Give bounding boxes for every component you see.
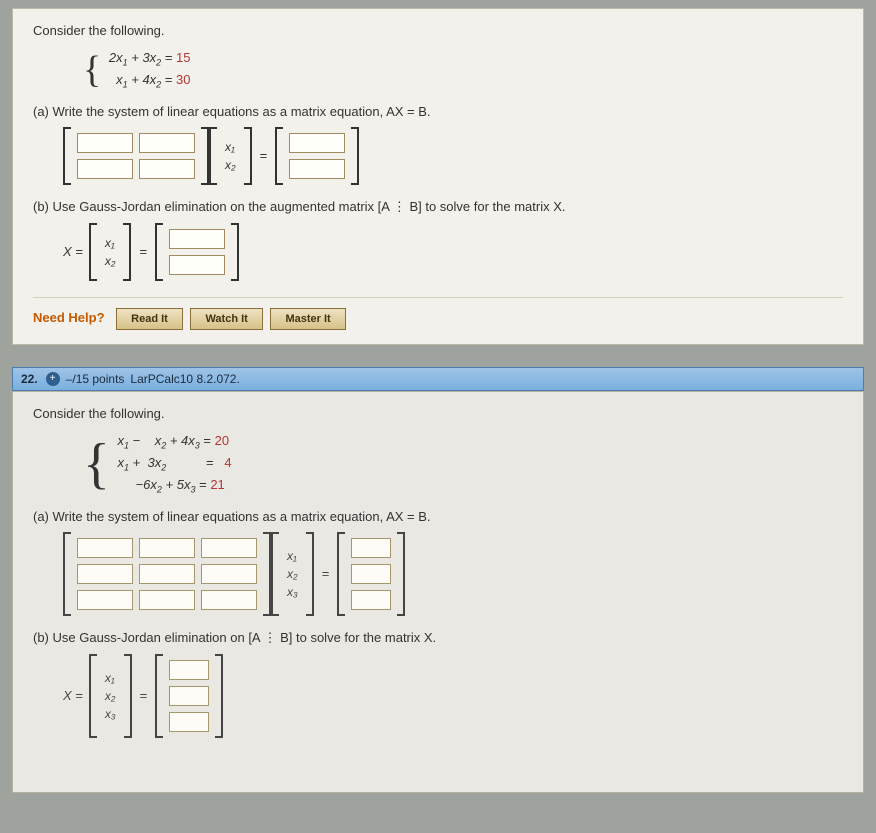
q1-matrix-eq-b: X = x₁ x₂ =	[63, 223, 843, 281]
var-x1: x₁	[287, 549, 298, 563]
eq2-rhs: 4	[224, 455, 231, 470]
q1-matrix-eq-a: x₁ x₂ =	[63, 127, 843, 185]
a2-r1c1[interactable]	[77, 538, 133, 558]
q2-prompt: Consider the following.	[33, 406, 843, 421]
x-r2[interactable]	[169, 255, 225, 275]
b-r2[interactable]	[289, 159, 345, 179]
info-icon[interactable]: +	[46, 372, 60, 386]
a-r2c1[interactable]	[77, 159, 133, 179]
master-it-button[interactable]: Master It	[270, 308, 345, 330]
points: –/15 points	[66, 372, 125, 386]
a2-r1c3[interactable]	[201, 538, 257, 558]
a2-r3c3[interactable]	[201, 590, 257, 610]
b2-r3[interactable]	[351, 590, 391, 610]
var-x3: x₃	[287, 585, 298, 599]
need-help-label: Need Help?	[33, 310, 105, 325]
var-x2b: x₂	[105, 689, 116, 703]
question-card-1: Consider the following. { 2x1 + 3x2 = 15…	[12, 8, 864, 345]
q2-part-a-label: (a) Write the system of linear equations…	[33, 509, 843, 524]
eq3-lhs: −6x2 + 5x3	[118, 477, 196, 492]
brace-icon: {	[83, 53, 101, 87]
x-r1[interactable]	[169, 229, 225, 249]
var-x2: x₂	[225, 158, 236, 172]
q1-system: { 2x1 + 3x2 = 15 x1 + 4x2 = 30	[83, 48, 843, 92]
x2-r3[interactable]	[169, 712, 209, 732]
read-it-button[interactable]: Read It	[116, 308, 183, 330]
a2-r3c1[interactable]	[77, 590, 133, 610]
eq1-eq: =	[165, 50, 173, 65]
eq2-eq: =	[165, 72, 173, 87]
a-r2c2[interactable]	[139, 159, 195, 179]
q2-xeq: X =	[63, 688, 83, 703]
var-x1b: x₁	[105, 671, 116, 685]
a-r1c1[interactable]	[77, 133, 133, 153]
question-header: 22. + –/15 points LarPCalc10 8.2.072.	[12, 367, 864, 391]
brace-icon: {	[83, 439, 110, 489]
eq1-lhs: 2x1 + 3x2	[109, 50, 161, 65]
x2-r1[interactable]	[169, 660, 209, 680]
eq3-eq: =	[199, 477, 207, 492]
eq-sign-b: =	[140, 688, 148, 703]
need-help-row: Need Help? Read It Watch It Master It	[33, 297, 843, 330]
ref: LarPCalc10 8.2.072.	[130, 372, 239, 386]
q-number: 22.	[21, 372, 38, 386]
eq1-lhs: x1 − x2 + 4x3	[118, 433, 200, 448]
a2-r2c1[interactable]	[77, 564, 133, 584]
a2-r1c2[interactable]	[139, 538, 195, 558]
question-card-2: Consider the following. { x1 − x2 + 4x3 …	[12, 391, 864, 793]
q2-matrix-eq-a: x₁ x₂ x₃ =	[63, 532, 843, 616]
x2-r2[interactable]	[169, 686, 209, 706]
eq-sign-b: =	[139, 244, 147, 259]
eq3-rhs: 21	[210, 477, 224, 492]
eq2-rhs: 30	[176, 72, 190, 87]
var-x2: x₂	[287, 567, 298, 581]
eq2-eq: =	[206, 455, 214, 470]
eq1-rhs: 20	[215, 433, 229, 448]
q1-part-b-label: (b) Use Gauss-Jordan elimination on the …	[33, 199, 843, 215]
eq1-rhs: 15	[176, 50, 190, 65]
watch-it-button[interactable]: Watch It	[190, 308, 262, 330]
a2-r3c2[interactable]	[139, 590, 195, 610]
eq2-lhs: x1 + 3x2	[118, 455, 203, 470]
var-x1: x₁	[225, 140, 236, 154]
q2-part-b-label: (b) Use Gauss-Jordan elimination on [A ⋮…	[33, 630, 843, 646]
a-r1c2[interactable]	[139, 133, 195, 153]
eq-sign: =	[322, 566, 330, 581]
eq-sign: =	[260, 148, 268, 163]
a2-r2c2[interactable]	[139, 564, 195, 584]
a2-r2c3[interactable]	[201, 564, 257, 584]
b-r1[interactable]	[289, 133, 345, 153]
var-x3b: x₃	[105, 707, 116, 721]
q1-prompt: Consider the following.	[33, 23, 843, 38]
q2-system: { x1 − x2 + 4x3 = 20 x1 + 3x2 = 4 −6x2 +…	[83, 431, 843, 497]
page-wrap: Consider the following. { 2x1 + 3x2 = 15…	[0, 0, 876, 833]
q1-part-a-label: (a) Write the system of linear equations…	[33, 104, 843, 119]
eq1-eq: =	[203, 433, 211, 448]
b2-r2[interactable]	[351, 564, 391, 584]
q1-xeq: X =	[63, 244, 83, 259]
q2-matrix-eq-b: X = x₁ x₂ x₃ =	[63, 654, 843, 738]
eq2-lhs: x1 + 4x2	[109, 72, 161, 87]
b2-r1[interactable]	[351, 538, 391, 558]
var-x2b: x₂	[105, 254, 116, 268]
var-x1b: x₁	[105, 236, 116, 250]
